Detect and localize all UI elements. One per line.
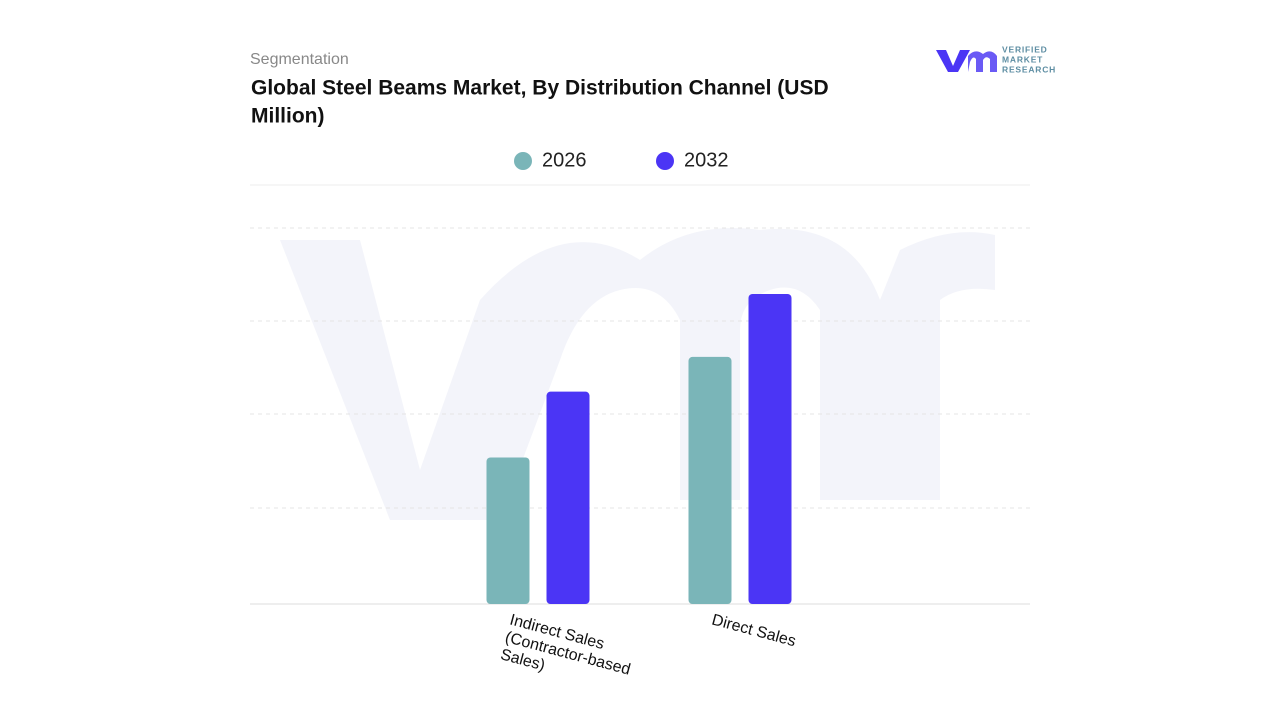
logo-mark bbox=[936, 50, 970, 72]
x-tick-label: Direct Sales bbox=[710, 612, 798, 651]
x-tick-label-line: Direct Sales bbox=[710, 612, 798, 651]
watermark bbox=[880, 232, 995, 500]
grid bbox=[250, 227, 1030, 509]
supertitle: Segmentation bbox=[250, 51, 349, 68]
legend-label: 2032 bbox=[684, 149, 729, 171]
legend-label: 2026 bbox=[542, 149, 587, 171]
bar bbox=[748, 293, 792, 604]
bar bbox=[688, 356, 732, 604]
chart-title: Million) bbox=[251, 105, 324, 128]
legend-swatch bbox=[656, 152, 674, 170]
logo-text: VERIFIED bbox=[1002, 44, 1048, 54]
chart-title: Global Steel Beams Market, By Distributi… bbox=[251, 77, 829, 100]
logo-text: RESEARCH bbox=[1002, 64, 1056, 74]
bar bbox=[546, 391, 590, 604]
legend-swatch bbox=[514, 152, 532, 170]
logo-text: MARKET bbox=[1002, 54, 1043, 64]
logo-mark bbox=[968, 51, 997, 72]
bar bbox=[486, 457, 530, 604]
